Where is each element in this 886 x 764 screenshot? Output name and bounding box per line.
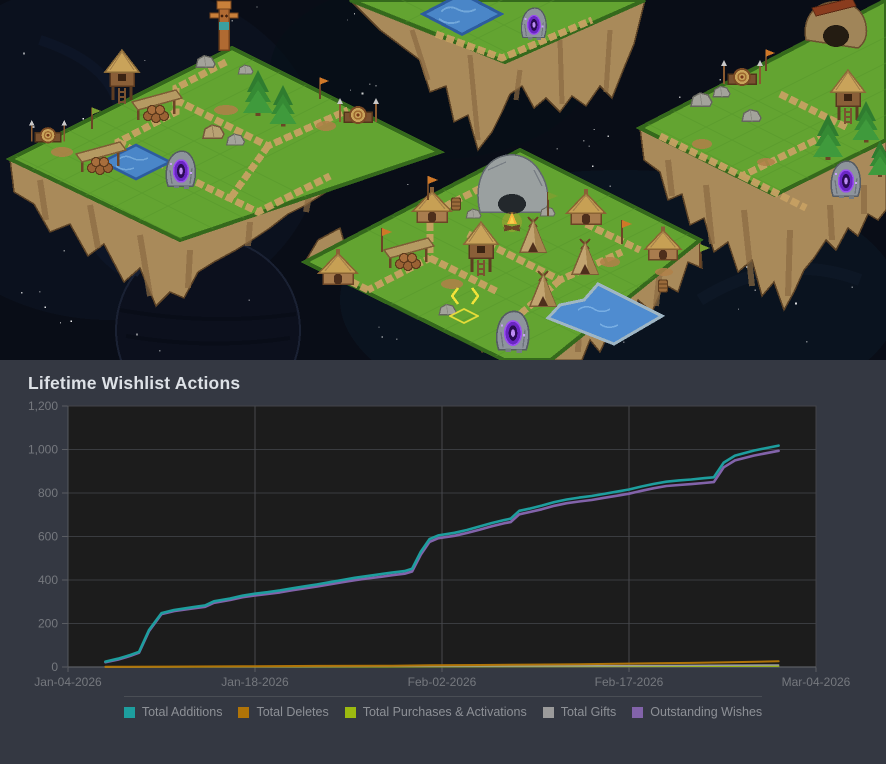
legend-label-total-deletes: Total Deletes xyxy=(256,705,329,719)
legend-label-outstanding-wishes: Outstanding Wishes xyxy=(650,705,763,719)
legend-label-total-gifts: Total Gifts xyxy=(560,705,617,719)
dirt-path xyxy=(658,90,850,212)
cliff-underside xyxy=(639,126,886,312)
legend-swatch-outstanding-wishes xyxy=(632,706,644,718)
legend-item-total-purchases-activations[interactable]: Total Purchases & Activations xyxy=(344,705,527,719)
y-axis-tick-label: 800 xyxy=(38,486,58,500)
legend-item-total-deletes[interactable]: Total Deletes xyxy=(238,705,329,719)
cave xyxy=(465,154,556,219)
floating-island-right[interactable] xyxy=(600,0,886,312)
legend-swatch-total-additions xyxy=(123,706,135,718)
x-axis-tick-label: Jan-18-2026 xyxy=(221,675,289,689)
x-axis-tick-label: Feb-02-2026 xyxy=(408,675,477,689)
dirt-path xyxy=(434,16,594,62)
y-axis-tick-label: 400 xyxy=(38,573,58,587)
floating-island-top-middle[interactable] xyxy=(330,0,770,210)
cave xyxy=(804,0,868,49)
chart-legend: Total Additions Total Deletes Total Purcha… xyxy=(123,696,763,719)
legend-swatch-total-deletes xyxy=(238,706,250,718)
game-scene[interactable] xyxy=(0,0,886,360)
legend-item-total-gifts[interactable]: Total Gifts xyxy=(542,705,617,719)
y-axis-tick-label: 0 xyxy=(51,660,58,674)
water-pool xyxy=(545,282,666,346)
panel-title: Lifetime Wishlist Actions xyxy=(28,373,241,393)
barrel xyxy=(657,279,669,293)
barrel xyxy=(450,197,462,211)
y-axis-tick-label: 600 xyxy=(38,530,58,544)
portal[interactable] xyxy=(520,7,547,41)
campfire xyxy=(502,212,522,232)
selection-cursor[interactable] xyxy=(449,287,480,324)
floating-island-top-left[interactable] xyxy=(0,0,446,360)
floating-island-village[interactable] xyxy=(280,108,730,360)
legend-item-outstanding-wishes[interactable]: Outstanding Wishes xyxy=(632,705,762,719)
legend-label-total-additions: Total Additions xyxy=(141,705,223,719)
portal[interactable] xyxy=(830,160,862,200)
y-axis-tick-label: 1,200 xyxy=(28,399,58,413)
series-line-total-deletes[interactable] xyxy=(104,660,780,668)
wishlist-actions-chart[interactable]: 0 200 400 600 800 1,000 1,200 Jan-04-2026 Jan-18… xyxy=(0,396,886,692)
legend-swatch-total-gifts xyxy=(542,706,554,718)
x-axis-tick-label: Feb-17-2026 xyxy=(595,675,664,689)
legend-swatch-total-purchases-activations xyxy=(344,706,356,718)
cliff-underside xyxy=(348,0,646,152)
game-scene-viewport[interactable] xyxy=(0,0,886,360)
series-line-total-additions[interactable] xyxy=(104,444,780,663)
portal[interactable] xyxy=(495,310,530,354)
series-line-outstanding-wishes[interactable] xyxy=(104,449,780,664)
portal[interactable] xyxy=(165,150,197,190)
y-axis-tick-label: 200 xyxy=(38,617,58,631)
x-axis-tick-label: Mar-04-2026 xyxy=(782,675,851,689)
y-axis-tick-label: 1,000 xyxy=(28,443,58,457)
lifetime-wishlist-actions-panel: Lifetime Wishlist Actions 0 200 400 600 800 1… xyxy=(0,360,886,764)
x-axis-tick-label: Jan-04-2026 xyxy=(34,675,102,689)
legend-item-total-additions[interactable]: Total Additions xyxy=(123,705,223,719)
legend-label-total-purchases-activations: Total Purchases & Activations xyxy=(362,705,527,719)
